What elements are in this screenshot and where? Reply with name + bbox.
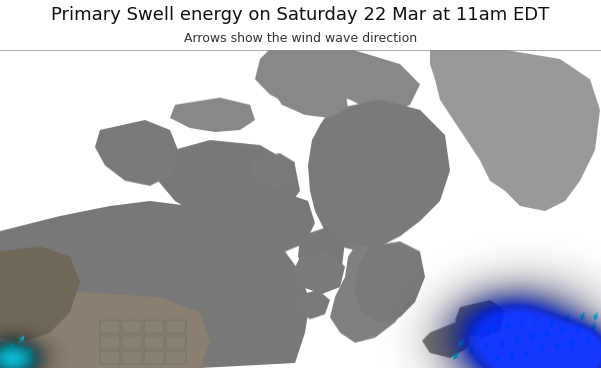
Text: Arrows show the wind wave direction: Arrows show the wind wave direction — [184, 32, 417, 45]
Text: Primary Swell energy on Saturday 22 Mar at 11am EDT: Primary Swell energy on Saturday 22 Mar … — [51, 6, 550, 24]
